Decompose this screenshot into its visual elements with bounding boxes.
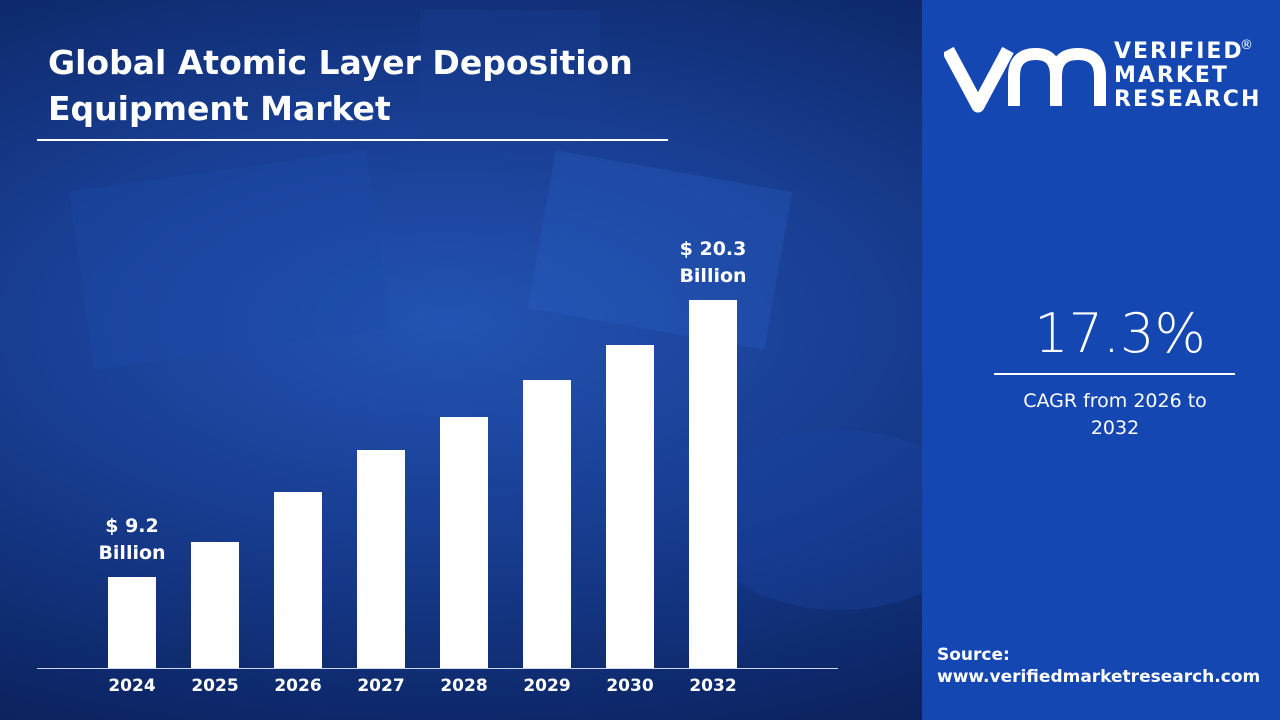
x-tick-label: 2028 [440, 676, 488, 696]
x-tick-label: 2026 [274, 676, 322, 696]
x-tick-label: 2029 [523, 676, 571, 696]
value-label: $ 9.2 Billion [98, 514, 166, 564]
bar [606, 344, 654, 668]
logo-line: VERIFIED [1114, 39, 1244, 64]
background-texture [68, 10, 922, 610]
bar [357, 449, 405, 668]
cagr-rule [994, 373, 1235, 375]
logo-mark [944, 46, 1106, 113]
source-label: Source: [937, 645, 1010, 665]
bar [274, 492, 322, 668]
value-label: $ 20.3 Billion [679, 237, 747, 287]
side-panel: VERIFIED MARKET RESEARCH ® 17.3% CAGR fr… [922, 0, 1280, 720]
bar [523, 379, 571, 668]
cagr-value: 17.3% [1034, 302, 1206, 365]
x-tick-label: 2030 [606, 676, 654, 696]
x-axis-line [37, 668, 838, 669]
bar [689, 299, 737, 668]
logo-line: MARKET [1114, 63, 1229, 88]
cagr-caption: CAGR from 2026 to 2032 [1023, 390, 1207, 439]
x-tick-label: 2025 [191, 676, 239, 696]
source-url: www.verifiedmarketresearch.com [937, 667, 1261, 687]
chart-title: Global Atomic Layer Deposition Equipment… [48, 43, 633, 128]
x-tick-label: 2024 [108, 676, 156, 696]
registered-mark: ® [1240, 38, 1253, 53]
bar-chart: 2024 $ 9.2 Billion 2025 2026 2027 2028 2029 203… [0, 0, 922, 720]
x-tick-label: 2027 [357, 676, 405, 696]
x-tick-label: 2032 [689, 676, 737, 696]
logo-line: RESEARCH [1114, 87, 1262, 112]
bar [108, 576, 156, 668]
title-rule [37, 139, 668, 141]
logo-text: VERIFIED MARKET RESEARCH [1114, 40, 1261, 112]
bar [440, 417, 488, 668]
bar [191, 541, 239, 668]
